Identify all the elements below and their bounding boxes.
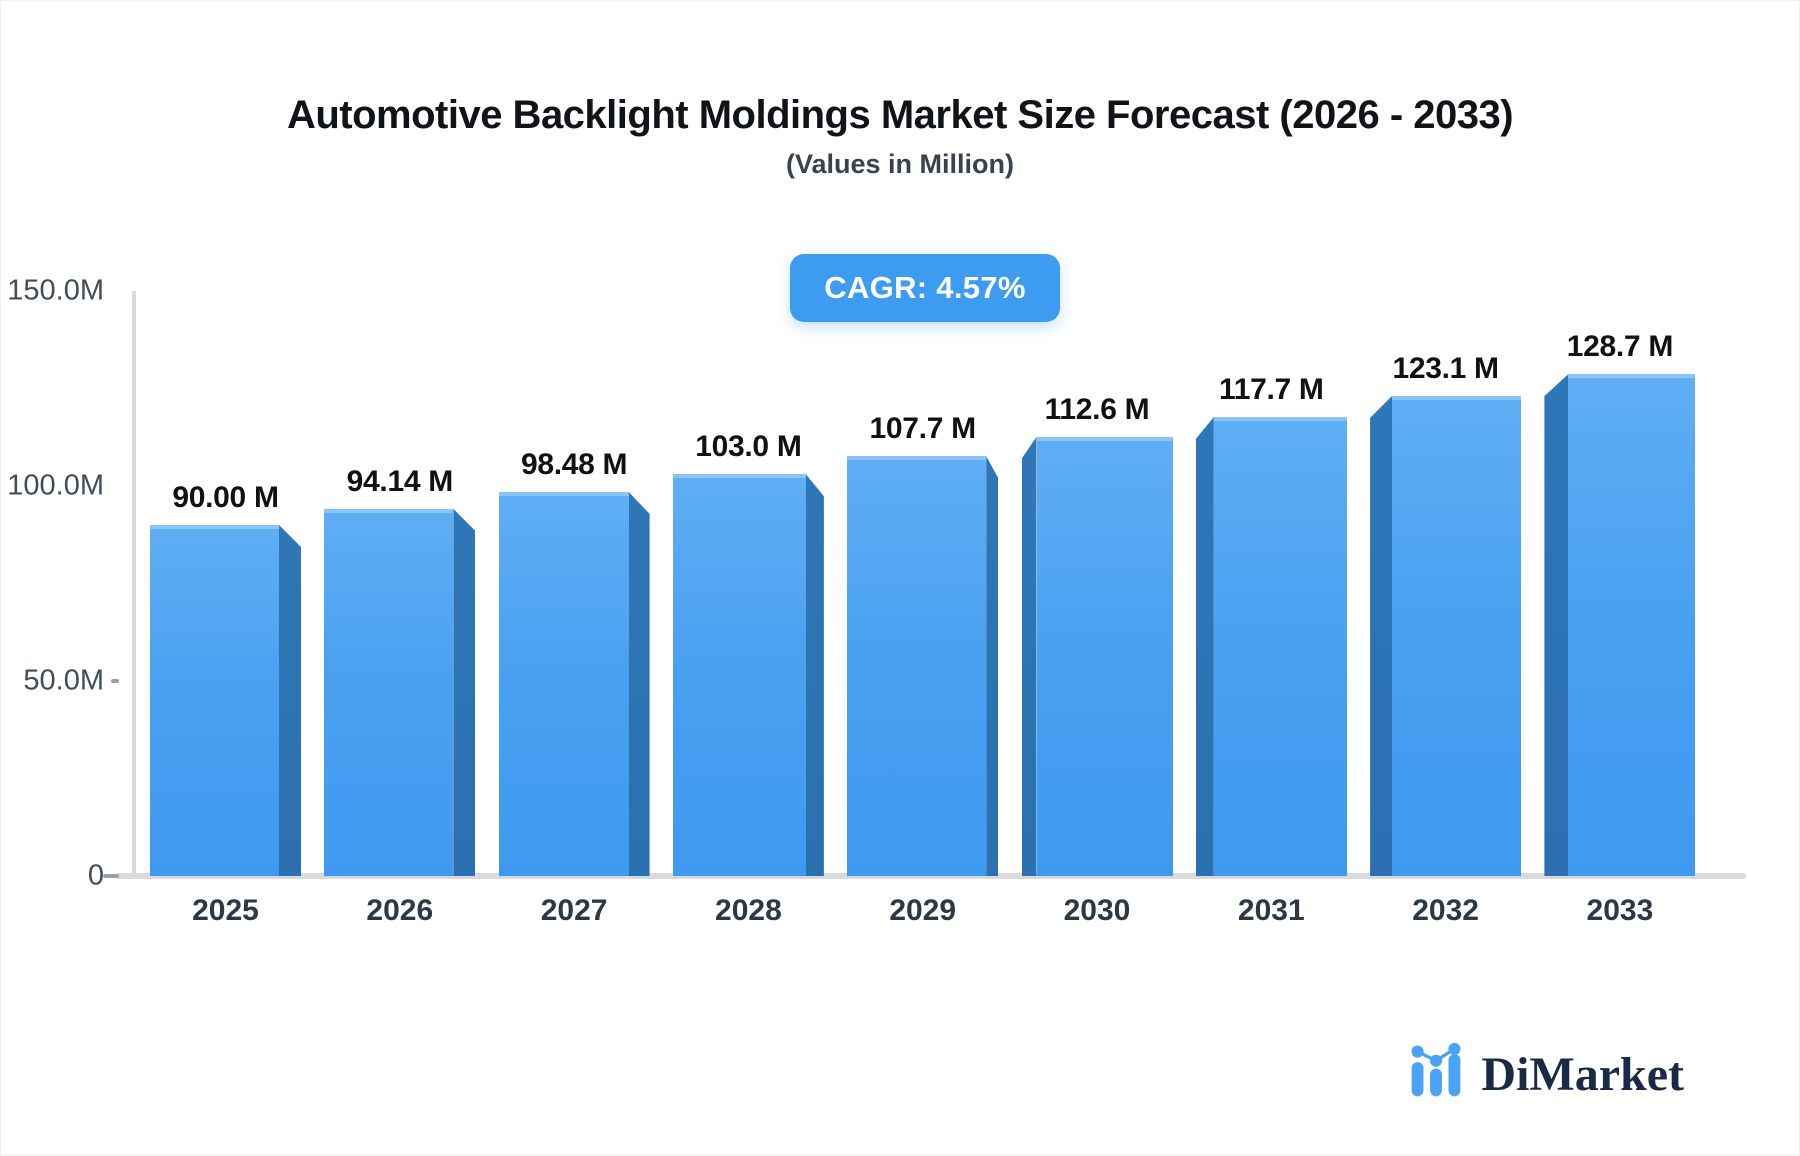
x-category-label-2030: 2030 (1063, 894, 1131, 927)
bar-2031 (1213, 416, 1347, 876)
bar-side-face-2029 (986, 455, 999, 876)
bar-value-label-2033: 128.7 M (1566, 330, 1674, 364)
y-tick-label-50.0M: 50.0M (23, 664, 104, 697)
bar-side-face-2028 (805, 474, 824, 876)
x-category-label-2032: 2032 (1412, 894, 1479, 927)
bar-value-label-2025: 90.00 M (172, 481, 279, 514)
bar-value-label-2032: 123.1 M (1392, 351, 1499, 385)
x-category-label-2029: 2029 (889, 894, 957, 927)
y-tick-mark (103, 874, 119, 878)
x-category-label-2025: 2025 (192, 894, 259, 927)
chart-title: Automotive Backlight Moldings Market Siz… (286, 93, 1514, 137)
y-tick-mark (111, 679, 119, 683)
bar-value-label-2030: 112.6 M (1044, 392, 1150, 426)
brand-logo: DiMarket (1405, 1041, 1684, 1099)
cagr-badge: CAGR: 4.57% (790, 254, 1060, 322)
x-category-label-2028: 2028 (715, 894, 782, 927)
bar-side-face-2033 (1544, 374, 1569, 876)
bar-value-label-2029: 107.7 M (869, 411, 977, 445)
y-tick-label-100.0M: 100.0M (7, 469, 104, 502)
y-tick-label-150.0M: 150.0M (7, 274, 104, 307)
x-axis-baseline (116, 873, 1746, 879)
bar-side-face-2025 (279, 525, 301, 876)
bar-2032 (1392, 395, 1522, 876)
bar-side-face-2032 (1370, 395, 1393, 876)
cagr-badge-label: CAGR: 4.57% (824, 270, 1026, 305)
brand-logo-text: DiMarket (1481, 1048, 1684, 1101)
bar-2026 (324, 508, 454, 876)
bar-2025 (150, 525, 279, 876)
bar-value-label-2031: 117.7 M (1218, 372, 1324, 406)
bar-value-label-2027: 98.48 M (520, 447, 628, 481)
bar-value-label-2026: 94.14 M (346, 464, 454, 498)
bar-2029 (847, 455, 987, 876)
bar-side-face-2026 (453, 508, 476, 876)
x-category-label-2033: 2033 (1586, 894, 1654, 927)
bar-value-label-2028: 103.0 M (695, 430, 802, 464)
bar-side-face-2027 (628, 491, 650, 876)
x-category-label-2027: 2027 (540, 894, 608, 927)
bar-2027 (498, 491, 629, 876)
bar-2030 (1036, 436, 1173, 876)
y-axis-line (132, 291, 136, 876)
bar-side-face-2030 (1021, 436, 1037, 876)
bar-2033 (1568, 374, 1696, 876)
x-category-label-2031: 2031 (1237, 894, 1305, 927)
y-tick-label-0: 0 (87, 859, 104, 892)
chart-subtitle: (Values in Million) (785, 149, 1015, 179)
x-category-label-2026: 2026 (366, 894, 434, 927)
bar-side-face-2031 (1195, 416, 1214, 876)
bar-2028 (672, 474, 806, 876)
mini-bar-chart-icon (1405, 1041, 1467, 1099)
